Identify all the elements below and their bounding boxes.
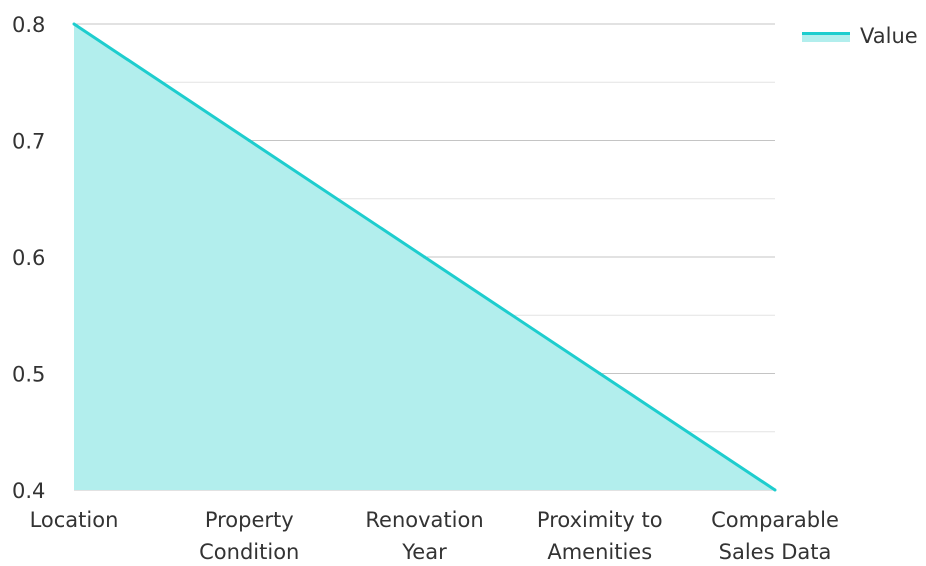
y-tick-label: 0.8 <box>12 13 45 37</box>
data-point <box>247 139 251 142</box>
x-axis: Location Property Condition Renovation Year P… <box>30 508 839 564</box>
y-axis: 0.4 0.5 0.6 0.7 0.8 <box>12 13 45 503</box>
data-point <box>423 255 426 259</box>
x-tick-label: Proximity to Amenities <box>537 508 663 562</box>
x-tick-label: Location <box>30 508 119 532</box>
y-tick-label: 0.7 <box>12 130 45 154</box>
legend-swatch <box>802 30 850 42</box>
y-tick-label: 0.5 <box>12 363 45 387</box>
y-tick-label: 0.4 <box>12 479 45 503</box>
x-tick-label: Property Condition <box>199 508 299 562</box>
legend: Value <box>802 24 918 48</box>
x-tick-label: Renovation Year <box>365 508 483 562</box>
y-tick-label: 0.6 <box>12 246 45 270</box>
legend-label: Value <box>860 24 918 48</box>
data-point <box>598 372 602 375</box>
area-layer <box>72 22 777 492</box>
x-tick-label: Comparable Sales Data <box>711 508 839 562</box>
data-point <box>72 22 76 26</box>
data-point <box>773 488 777 492</box>
